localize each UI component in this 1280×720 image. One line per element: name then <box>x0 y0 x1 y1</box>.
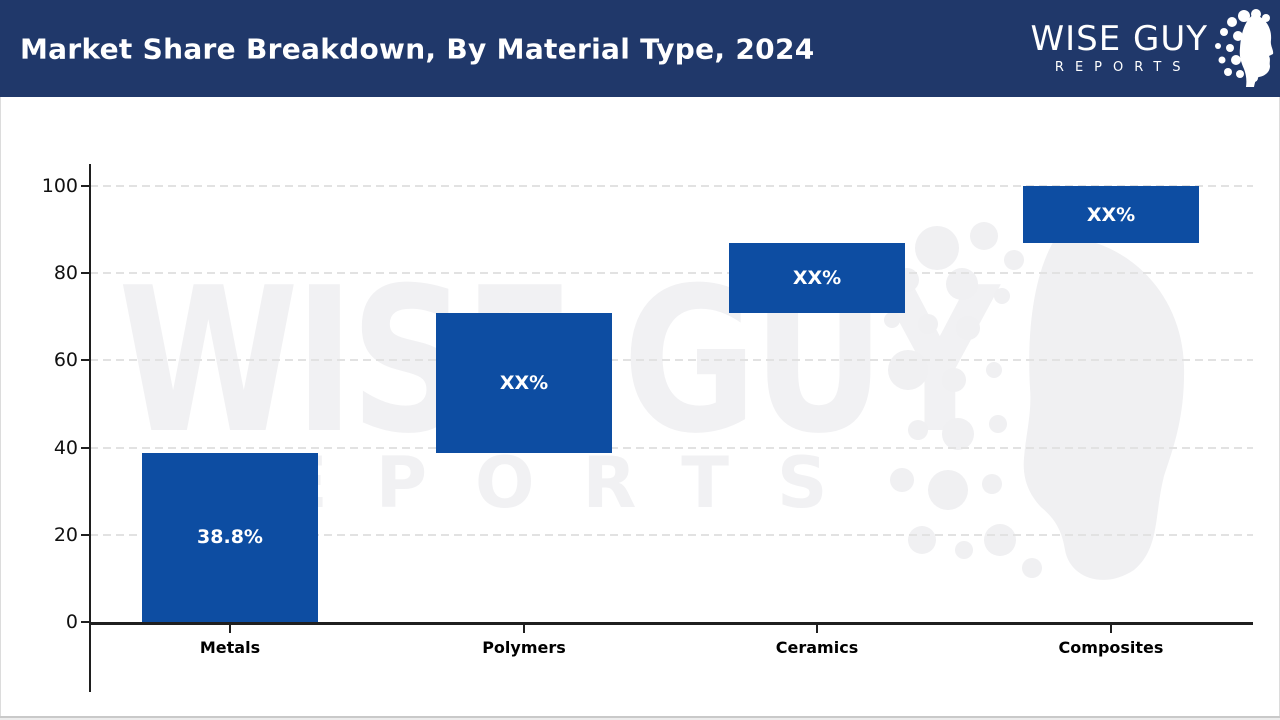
bar-value-label-composites: XX% <box>1086 203 1136 226</box>
brand-logo-text: WISE GUY REPORTS <box>1030 19 1208 75</box>
bar-metals: 38.8% <box>142 452 318 622</box>
bar-value-label-metals: 38.8% <box>197 526 263 549</box>
header: Market Share Breakdown, By Material Type… <box>0 0 1280 97</box>
bar-ceramics: XX% <box>729 243 905 313</box>
x-tick-composites <box>1110 625 1112 633</box>
page-border-bottom <box>0 716 1280 720</box>
y-tick-label-40: 40 <box>53 436 78 459</box>
gridline-20 <box>90 533 1253 536</box>
x-tick-ceramics <box>816 625 818 633</box>
chart-title: Market Share Breakdown, By Material Type… <box>20 32 815 65</box>
gridline-40 <box>90 446 1253 449</box>
gridline-80 <box>90 272 1253 275</box>
brand-logo: WISE GUY REPORTS <box>1030 8 1274 88</box>
y-tick-20 <box>81 533 90 536</box>
y-tick-label-0: 0 <box>65 611 78 633</box>
plot-area: 0 20 40 60 80 100 38.8% Metals XX% Polymers XX% Cer… <box>0 97 1280 713</box>
x-category-label-composites: Composites <box>1058 638 1164 657</box>
y-tick-80 <box>81 272 90 275</box>
y-tick-label-80: 80 <box>53 262 78 285</box>
x-axis-line <box>89 622 1253 625</box>
y-axis-line <box>89 164 91 692</box>
gridline-60 <box>90 359 1253 362</box>
y-tick-label-20: 20 <box>53 523 78 546</box>
brand-subname: REPORTS <box>1054 59 1192 75</box>
bar-value-label-ceramics: XX% <box>792 266 842 289</box>
brand-name: WISE GUY <box>1030 19 1208 60</box>
page-border-left <box>0 97 1 717</box>
x-category-label-polymers: Polymers <box>482 638 566 657</box>
x-tick-polymers <box>523 625 525 633</box>
brand-face-icon <box>1215 9 1274 87</box>
x-category-label-metals: Metals <box>199 638 261 657</box>
bar-polymers: XX% <box>436 312 612 453</box>
bar-composites: XX% <box>1023 186 1199 244</box>
y-tick-100 <box>81 185 90 187</box>
x-category-label-ceramics: Ceramics <box>775 638 859 657</box>
y-tick-60 <box>81 359 90 362</box>
y-tick-label-60: 60 <box>53 349 78 372</box>
bar-value-label-polymers: XX% <box>499 371 549 394</box>
watermark-face-icon <box>884 222 1185 580</box>
y-tick-0 <box>81 621 90 623</box>
y-tick-40 <box>81 446 90 449</box>
y-tick-label-100: 100 <box>41 175 78 197</box>
gridline-100 <box>90 185 1253 187</box>
x-tick-metals <box>229 625 231 633</box>
